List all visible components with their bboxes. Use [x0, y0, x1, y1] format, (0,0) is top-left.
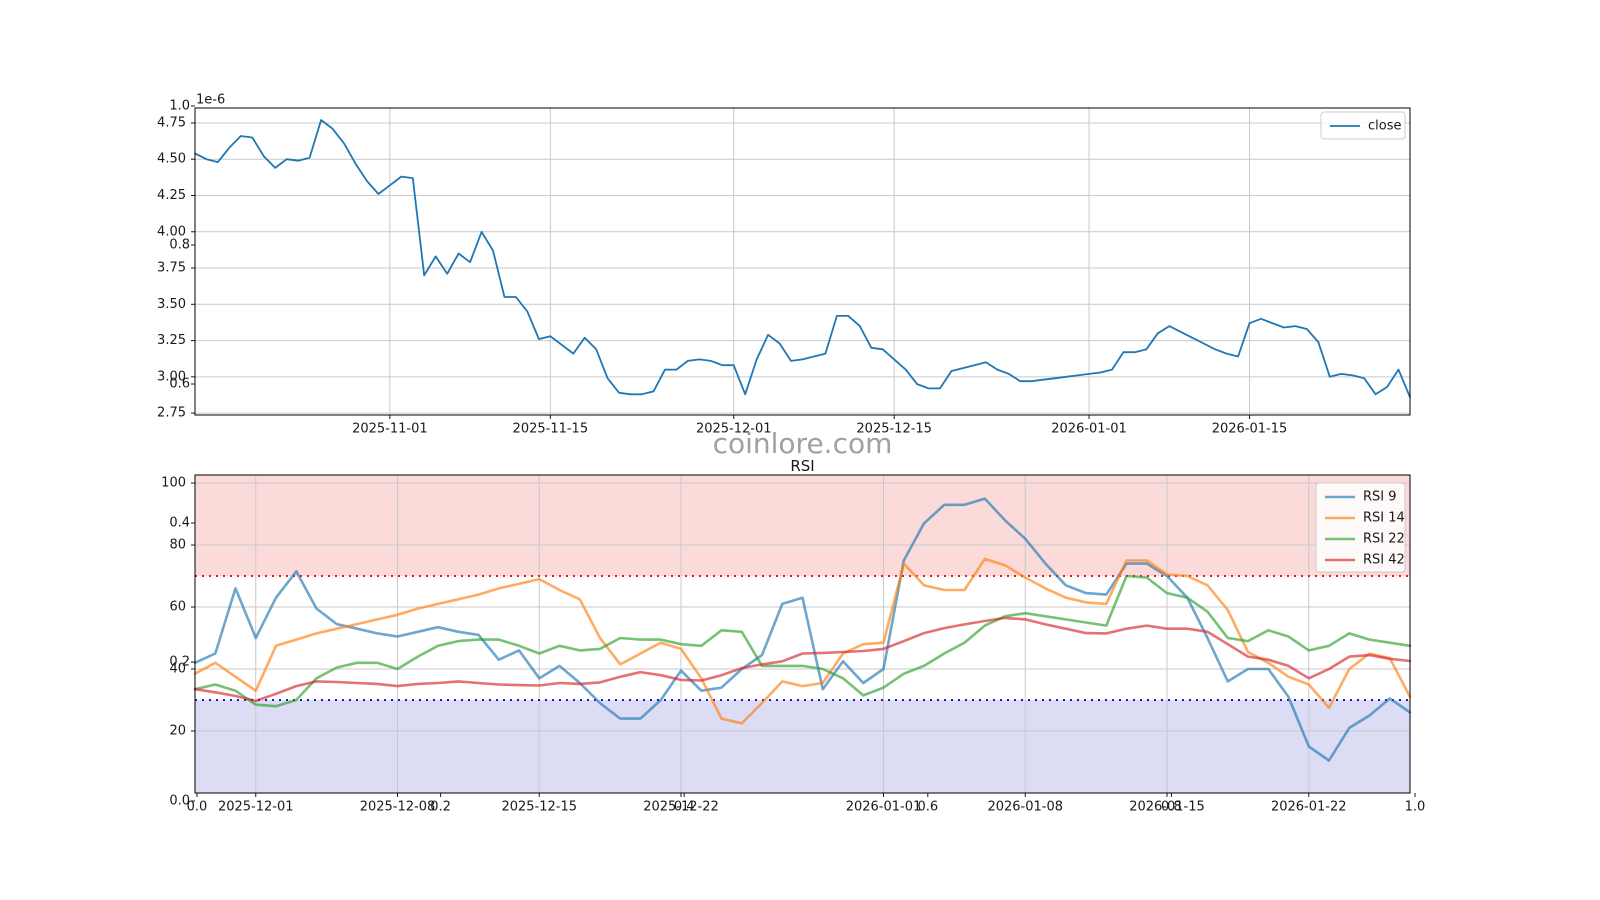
legend: RSI 9 RSI 14 RSI 22 RSI 42 [1315, 482, 1406, 573]
ghost-y-tick-label: 0.2 [169, 655, 190, 670]
x-tick-label: 2026-01-15 [1129, 800, 1205, 815]
overbought-band [195, 475, 1410, 577]
axes-frame [194, 107, 1411, 416]
ghost-y-tick-label: 0.8 [169, 238, 190, 253]
x-tick-label: 2025-12-22 [643, 800, 719, 815]
y-tick-label: 80 [169, 538, 186, 553]
legend-box [1320, 111, 1406, 140]
rsi-9-line [193, 497, 1412, 762]
x-tick-label: 2025-11-01 [352, 422, 428, 437]
rsi-14-line [193, 557, 1412, 725]
legend-label: close [1368, 119, 1401, 134]
rsi-42-line [193, 616, 1412, 703]
legend-label: RSI 14 [1363, 511, 1405, 526]
legend-label: RSI 9 [1363, 490, 1397, 505]
x-tick-label: 2026-01-08 [987, 800, 1063, 815]
x-tick-label: 2025-12-01 [696, 422, 772, 437]
x-tick-label: 2026-01-22 [1271, 800, 1347, 815]
legend-box [1315, 482, 1406, 573]
y-tick-label: 4.25 [157, 188, 186, 203]
y-tick-label: 3.25 [157, 333, 186, 348]
y-tick-label: 4.75 [157, 115, 186, 130]
y-tick-label: 3.75 [157, 261, 186, 276]
oversold-band [195, 700, 1410, 793]
axis-offset-label: 1e-6 [196, 93, 225, 108]
rsi-22-line [193, 574, 1412, 708]
y-tick-label: 40 [169, 662, 186, 677]
y-tick-label: 20 [169, 724, 186, 739]
x-tick-label: 2025-12-15 [501, 800, 577, 815]
y-tick-label: 60 [169, 600, 186, 615]
y-tick-label: 2.75 [157, 406, 186, 421]
ghost-y-tick-label: 0.6 [169, 377, 190, 392]
legend-label: RSI 22 [1363, 532, 1405, 547]
ghost-x-tick-label: 0.6 [917, 800, 938, 815]
x-tick-label: 2026-01-15 [1212, 422, 1288, 437]
rsi-chart: 2025-12-01 2025-12-08 2025-12-15 2025-12-22… [161, 474, 1412, 815]
x-tick-label: 2025-12-15 [856, 422, 932, 437]
ghost-x-tick-label: 0.8 [1161, 800, 1182, 815]
ghost-y-tick-label: 0.4 [169, 516, 190, 531]
x-tick-label: 2026-01-01 [1051, 422, 1127, 437]
x-tick-label: 2026-01-01 [846, 800, 922, 815]
ghost-x-tick-label: 1.0 [1405, 800, 1426, 815]
ghost-x-tick-label: 0.2 [430, 800, 451, 815]
x-tick-label: 2025-12-01 [218, 800, 294, 815]
ghost-axis: 0.0 0.2 0.4 0.6 0.8 1.0 0.0 0.2 0.4 0.6 0.8 1.0 [169, 99, 1425, 815]
ghost-y-tick-label: 1.0 [169, 99, 190, 114]
y-tick-label: 4.50 [157, 152, 186, 167]
ghost-x-tick-label: 0.0 [187, 800, 208, 815]
axes-frame [194, 474, 1411, 794]
legend-label: RSI 42 [1363, 553, 1405, 568]
close-line [194, 119, 1411, 399]
legend: close [1320, 111, 1406, 140]
y-tick-label: 3.50 [157, 297, 186, 312]
ghost-x-tick-label: 0.4 [674, 800, 695, 815]
y-tick-label: 3.00 [157, 369, 186, 384]
x-tick-label: 2025-11-15 [513, 422, 589, 437]
price-chart: 2025-11-01 2025-11-15 2025-12-01 2025-12-15… [157, 93, 1411, 437]
x-tick-label: 2025-12-08 [360, 800, 436, 815]
ghost-y-tick-label: 0.0 [169, 794, 190, 809]
y-tick-label: 100 [161, 476, 186, 491]
y-tick-label: 4.00 [157, 224, 186, 239]
